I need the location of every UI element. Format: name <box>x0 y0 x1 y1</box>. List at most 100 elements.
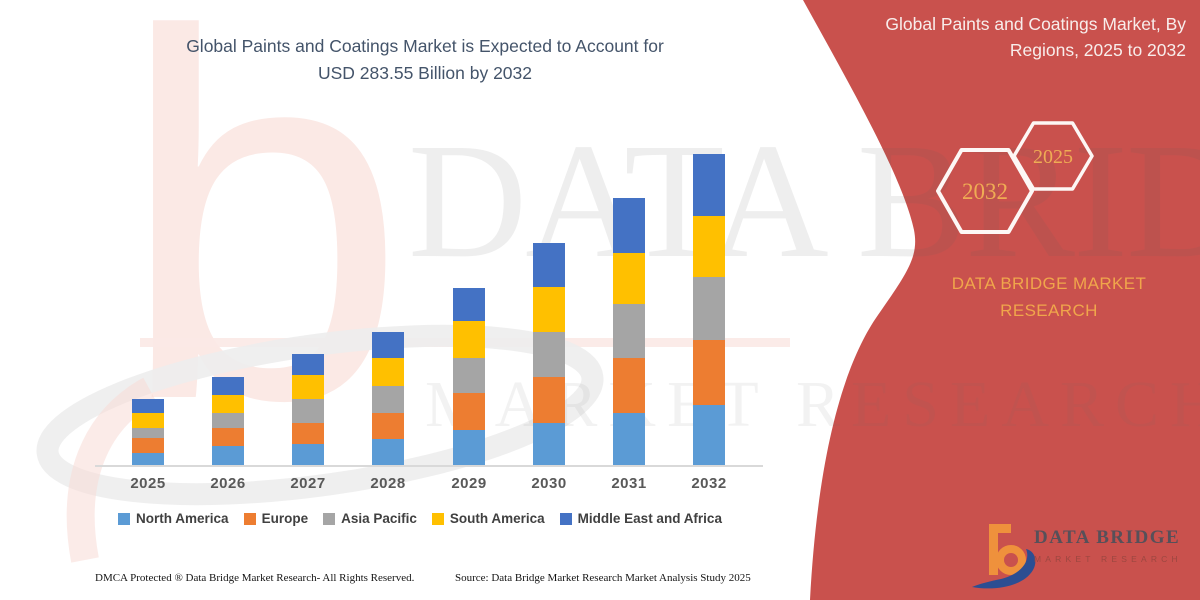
bar-segment <box>613 253 645 304</box>
bar-segment <box>372 413 404 439</box>
bar-segment <box>372 332 404 358</box>
side-panel-title-line1: Global Paints and Coatings Market, By <box>885 14 1186 34</box>
bar-segment <box>533 423 565 466</box>
x-axis-label: 2027 <box>290 475 326 492</box>
data-bridge-logo-text: DATA BRIDGE MARKET RESEARCH <box>1034 527 1194 564</box>
bar-segment <box>693 216 725 277</box>
bar-segment <box>292 423 324 444</box>
bar-segment <box>372 386 404 413</box>
bar-2032 <box>693 154 725 466</box>
legend-swatch <box>118 512 131 525</box>
watermark-swoosh-ellipse <box>36 324 604 506</box>
legend-label: Asia Pacific <box>341 511 417 526</box>
logo-name: DATA BRIDGE <box>1034 527 1181 548</box>
data-bridge-logo-icon <box>972 524 1036 589</box>
bar-segment <box>693 405 725 466</box>
bar-2030 <box>533 243 565 466</box>
bar-segment <box>613 358 645 413</box>
bar-2025 <box>132 399 164 466</box>
bar-segment <box>212 413 244 428</box>
legend: North America Europe Asia Pacific South Ame… <box>30 511 810 526</box>
watermark-b-logo: b <box>118 0 408 508</box>
bar-2026 <box>212 377 244 466</box>
brand-caption: DATA BRIDGE MARKET RESEARCH <box>938 270 1160 324</box>
bar-segment <box>533 243 565 287</box>
hexagon-2025-label: 2025 <box>1033 146 1073 168</box>
bar-segment <box>693 277 725 340</box>
bar-segment <box>292 399 324 423</box>
bar-segment <box>453 288 485 321</box>
bar-segment <box>453 321 485 358</box>
bar-segment <box>533 332 565 377</box>
bar-segment <box>132 428 164 438</box>
legend-swatch <box>559 512 572 525</box>
legend-label: South America <box>449 511 545 526</box>
x-axis-label: 2028 <box>370 475 406 492</box>
legend-label: Middle East and Africa <box>577 511 722 526</box>
x-axis-line <box>95 465 763 467</box>
bar-segment <box>372 439 404 466</box>
bar-2029 <box>453 288 485 466</box>
bar-segment <box>613 198 645 253</box>
bar-segment <box>693 154 725 216</box>
logo-swoosh-icon <box>972 549 1036 589</box>
watermark-pink-arc <box>66 377 158 563</box>
footer-source: Source: Data Bridge Market Research Mark… <box>455 572 751 584</box>
chart-title: Global Paints and Coatings Market is Exp… <box>55 33 795 87</box>
x-axis-label: 2026 <box>210 475 246 492</box>
bar-segment <box>533 377 565 423</box>
side-panel-shape <box>803 0 1200 600</box>
bar-segment <box>372 358 404 386</box>
bar-segment <box>132 453 164 466</box>
legend-item: North America <box>118 511 229 526</box>
bar-segment <box>212 395 244 413</box>
bar-segment <box>132 413 164 428</box>
legend-item: Asia Pacific <box>323 511 417 526</box>
x-axis-label: 2032 <box>691 475 727 492</box>
hexagon-2025-badge <box>1012 121 1094 191</box>
legend-item: Europe <box>243 511 309 526</box>
bar-segment <box>453 393 485 430</box>
x-axis-label: 2030 <box>531 475 567 492</box>
hexagon-2032-badge <box>936 148 1034 234</box>
legend-swatch <box>431 512 444 525</box>
logo-b-icon <box>989 524 1011 575</box>
bar-segment <box>212 428 244 446</box>
side-panel-title: Global Paints and Coatings Market, By Re… <box>766 11 1186 63</box>
legend-swatch <box>323 512 336 525</box>
bar-segment <box>533 287 565 332</box>
x-axis-label: 2025 <box>130 475 166 492</box>
bar-segment <box>292 354 324 375</box>
bar-2031 <box>613 198 645 466</box>
bar-segment <box>453 430 485 466</box>
brand-caption-line2: RESEARCH <box>1000 301 1098 320</box>
bar-2027 <box>292 354 324 466</box>
logo-b-bowl-icon <box>996 545 1026 575</box>
bar-segment <box>132 399 164 413</box>
logo-tagline: MARKET RESEARCH <box>1034 554 1182 564</box>
side-panel-title-line2: Regions, 2025 to 2032 <box>1009 40 1186 60</box>
legend-label: Europe <box>261 511 309 526</box>
brand-caption-line1: DATA BRIDGE MARKET <box>951 274 1147 293</box>
legend-label: North America <box>136 511 229 526</box>
bar-segment <box>453 358 485 393</box>
chart-title-line2: USD 283.55 Billion by 2032 <box>317 63 533 83</box>
chart-title-line1: Global Paints and Coatings Market is Exp… <box>186 36 664 56</box>
x-axis-label: 2031 <box>611 475 647 492</box>
x-axis-label: 2029 <box>451 475 487 492</box>
hexagon-2032-label: 2032 <box>962 179 1008 204</box>
bar-segment <box>613 304 645 358</box>
bar-segment <box>613 413 645 466</box>
bar-segment <box>292 444 324 466</box>
bar-segment <box>212 377 244 395</box>
legend-swatch <box>243 512 256 525</box>
legend-item: Middle East and Africa <box>559 511 722 526</box>
bar-segment <box>693 340 725 405</box>
bar-segment <box>212 446 244 466</box>
legend-item: South America <box>431 511 545 526</box>
footer-dmca: DMCA Protected ® Data Bridge Market Rese… <box>95 572 415 584</box>
bar-2028 <box>372 332 404 466</box>
